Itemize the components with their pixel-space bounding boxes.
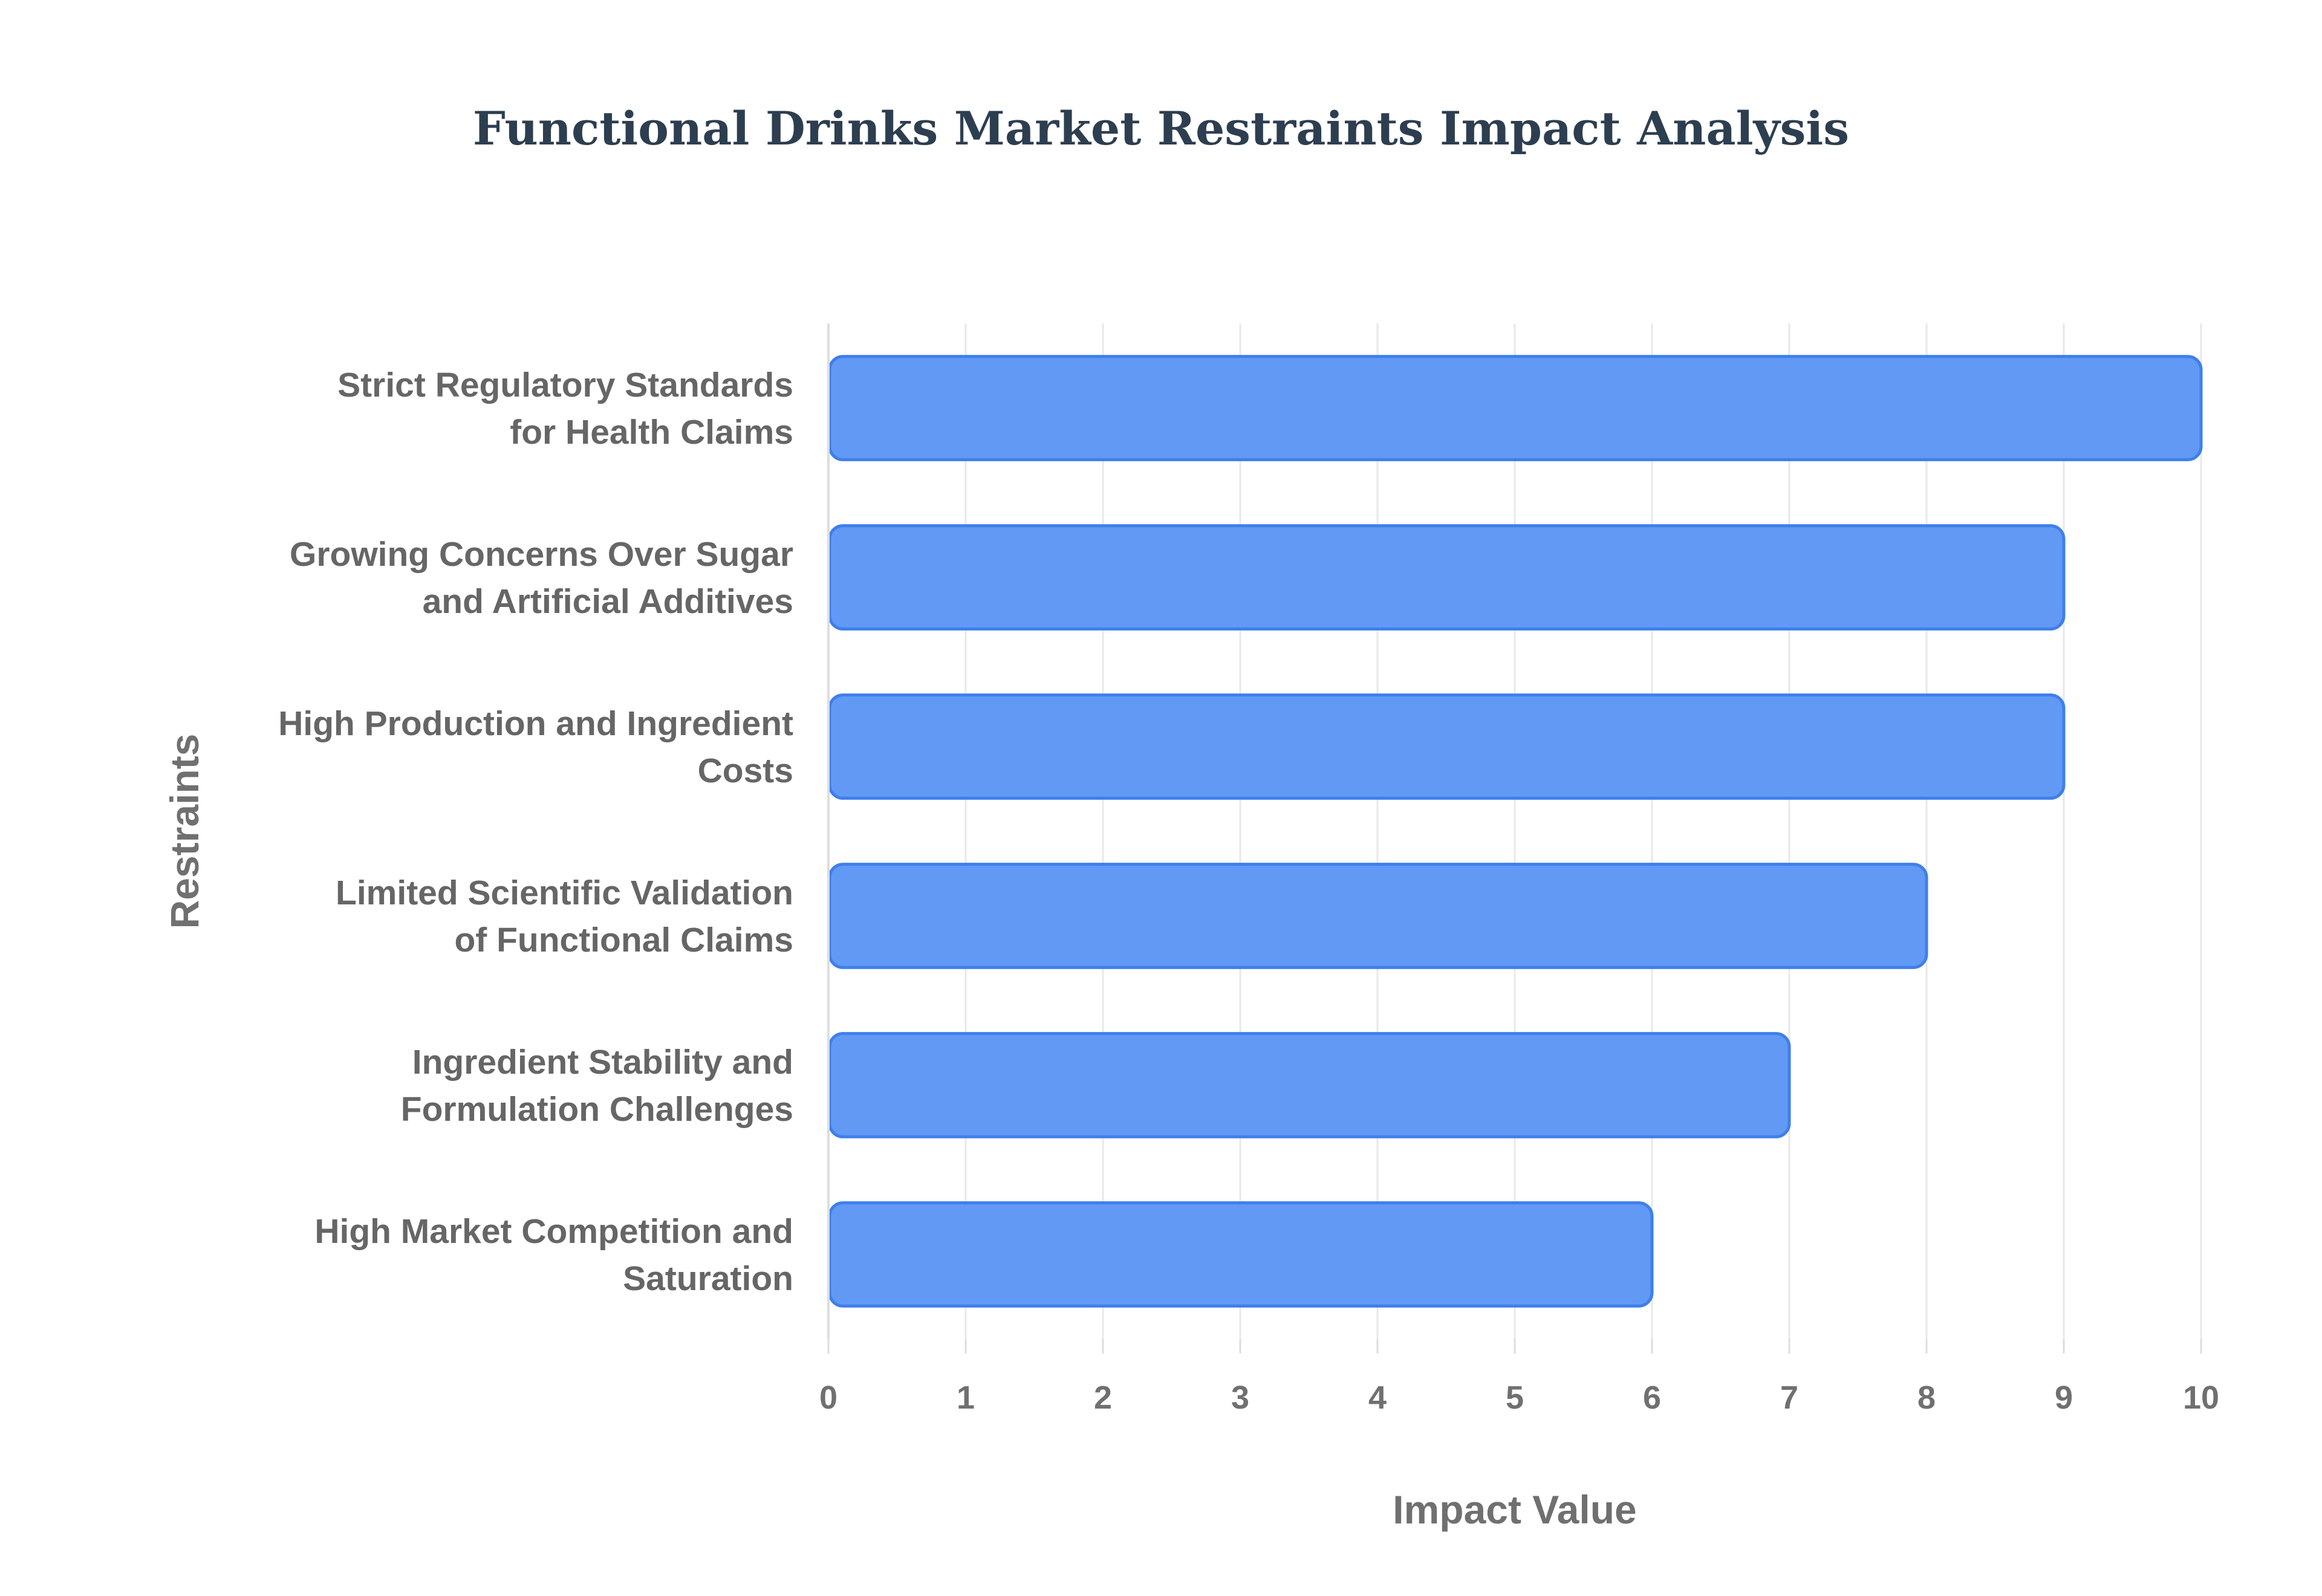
category-label: Limited Scientific Validation of Function… bbox=[336, 874, 793, 959]
bar-2 bbox=[828, 693, 2066, 800]
category-label-line: and Artificial Additives bbox=[423, 582, 793, 621]
category-label: Strict Regulatory Standards for Health Cl… bbox=[337, 366, 793, 452]
y-axis-title: Restraints bbox=[162, 734, 207, 929]
x-tick-label: 3 bbox=[1231, 1380, 1249, 1416]
category-label-line: for Health Claims bbox=[510, 413, 793, 452]
category-label-line: Ingredient Stability and bbox=[412, 1043, 793, 1082]
x-tick-label: 4 bbox=[1368, 1380, 1387, 1416]
category-label-line: Costs bbox=[698, 751, 793, 790]
x-tick-label: 5 bbox=[1506, 1380, 1524, 1416]
chart-title: Functional Drinks Market Restraints Impa… bbox=[472, 102, 1850, 155]
category-label-line: High Production and Ingredient bbox=[278, 704, 793, 743]
x-axis-title: Impact Value bbox=[1393, 1487, 1637, 1532]
category-label: Ingredient Stability and Formulation Chal… bbox=[401, 1043, 793, 1129]
x-tick-label: 8 bbox=[1917, 1380, 1936, 1416]
x-tick-label: 1 bbox=[957, 1380, 975, 1416]
bar-1 bbox=[828, 524, 2066, 631]
category-label-line: Limited Scientific Validation bbox=[336, 874, 793, 912]
x-tick-label: 9 bbox=[2055, 1380, 2073, 1416]
category-label: High Production and Ingredient Costs bbox=[278, 704, 793, 790]
bar-4 bbox=[828, 1032, 1791, 1138]
x-tick-label: 10 bbox=[2183, 1380, 2219, 1416]
bar-3 bbox=[828, 863, 1928, 969]
x-tick-label: 6 bbox=[1643, 1380, 1661, 1416]
x-tick-label: 7 bbox=[1780, 1380, 1798, 1416]
category-label-line: Growing Concerns Over Sugar bbox=[290, 535, 793, 574]
category-label-line: Saturation bbox=[623, 1259, 793, 1298]
category-label-line: of Functional Claims bbox=[454, 921, 793, 959]
x-tick-label: 2 bbox=[1094, 1380, 1112, 1416]
category-label-line: Formulation Challenges bbox=[401, 1090, 793, 1129]
x-tick-label: 0 bbox=[819, 1380, 837, 1416]
bar-5 bbox=[828, 1201, 1654, 1308]
category-label-line: Strict Regulatory Standards bbox=[337, 366, 793, 404]
bar-0 bbox=[828, 355, 2203, 461]
category-label-line: High Market Competition and bbox=[314, 1212, 793, 1251]
category-label: High Market Competition and Saturation bbox=[314, 1212, 793, 1298]
category-label: Growing Concerns Over Sugar and Artificia… bbox=[290, 535, 793, 621]
